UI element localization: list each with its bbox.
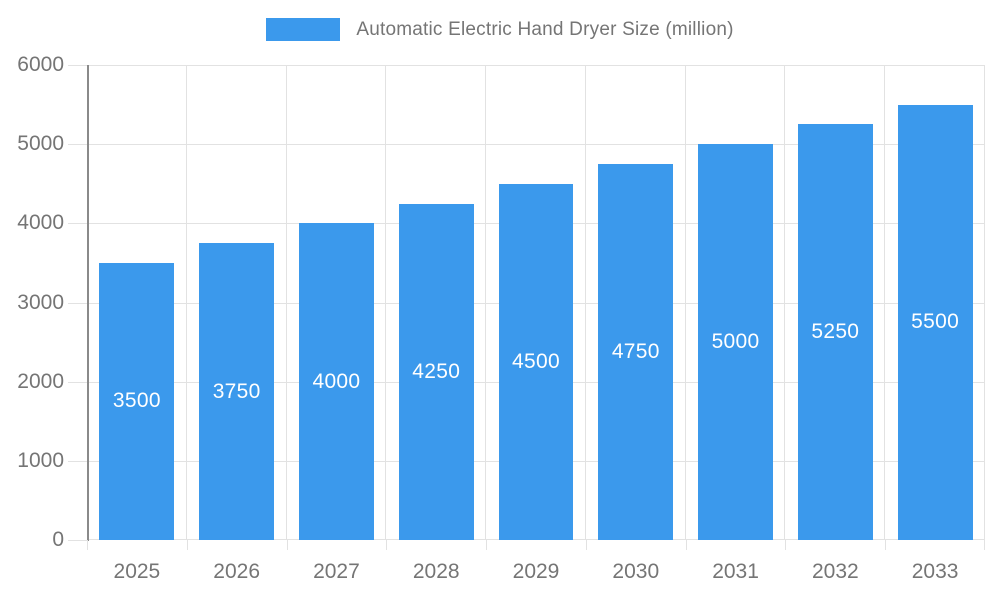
bar-value-label: 3500 [112, 389, 161, 413]
x-axis-tick [885, 540, 887, 550]
y-tick-label: 4000 [17, 211, 64, 235]
y-axis-line [87, 65, 89, 541]
x-axis-tick [286, 540, 288, 550]
grid-line-h [87, 65, 985, 66]
x-tick-label: 2027 [313, 560, 360, 583]
x-axis-tick [785, 540, 787, 550]
x-axis-tick [984, 540, 985, 550]
x-tick-label: 2026 [213, 560, 261, 583]
bar[interactable]: 3750 [199, 243, 275, 540]
bar-value-label: 5500 [911, 310, 960, 334]
x-axis-tick [585, 540, 587, 550]
bar[interactable]: 4250 [398, 203, 474, 540]
y-tick-label: 2000 [17, 369, 64, 393]
x-axis-tick [386, 540, 388, 550]
y-axis-tick [68, 65, 87, 66]
bar[interactable]: 5250 [797, 124, 873, 540]
grid-line-v [884, 65, 886, 540]
plot-area: 3500 3750 4000 4250 4500 4750 5000 5250 5500 [87, 65, 985, 540]
grid-line-v [684, 65, 686, 540]
grid-line-v [984, 65, 985, 540]
bar-value-label: 4500 [512, 349, 560, 373]
x-axis-tick [685, 540, 687, 550]
grid-line-v [584, 65, 586, 540]
grid-line-v [784, 65, 786, 540]
y-tick-label: 0 [52, 528, 64, 551]
y-axis-tick [68, 540, 87, 541]
x-tick-label: 2033 [911, 560, 959, 583]
bar-value-label: 4250 [412, 359, 461, 383]
y-axis-tick [68, 381, 87, 383]
bar[interactable]: 4750 [598, 163, 674, 540]
bar[interactable]: 5000 [698, 144, 773, 540]
y-tick-label: 1000 [17, 448, 64, 472]
x-tick-label: 2032 [811, 560, 859, 583]
y-axis-tick [68, 223, 87, 225]
y-axis-tick [68, 460, 87, 462]
bar[interactable]: 4500 [498, 183, 574, 540]
x-axis-tick [486, 540, 488, 550]
legend-swatch-icon [266, 18, 341, 41]
grid-line-v [485, 65, 487, 540]
x-axis-tick [87, 540, 88, 550]
y-tick-label: 3000 [17, 290, 64, 314]
legend[interactable]: Automatic Electric Hand Dryer Size (mill… [0, 18, 1000, 41]
y-tick-label: 6000 [17, 53, 64, 76]
x-tick-label: 2025 [113, 560, 161, 583]
bar-value-label: 5000 [711, 330, 760, 354]
x-tick-label: 2028 [412, 560, 460, 583]
grid-line-v [385, 65, 387, 540]
x-tick-label: 2029 [512, 560, 560, 583]
bar-value-label: 5250 [811, 320, 860, 344]
grid-line-v [285, 65, 287, 540]
bar-value-label: 4750 [611, 339, 660, 363]
legend-label: Automatic Electric Hand Dryer Size (mill… [356, 18, 734, 40]
y-tick-label: 5000 [17, 132, 64, 156]
grid-line-v [185, 65, 187, 540]
grid-line-h [87, 144, 985, 146]
y-axis-tick [68, 144, 87, 146]
bar-value-label: 3750 [212, 379, 261, 403]
bar[interactable]: 4000 [299, 223, 374, 540]
x-axis-tick [186, 540, 188, 550]
y-axis-tick [68, 302, 87, 304]
x-tick-label: 2031 [712, 560, 759, 583]
bar[interactable]: 3500 [99, 262, 175, 540]
bar-value-label: 4000 [312, 369, 361, 393]
bar[interactable]: 5500 [897, 104, 973, 540]
x-tick-label: 2030 [612, 560, 660, 583]
